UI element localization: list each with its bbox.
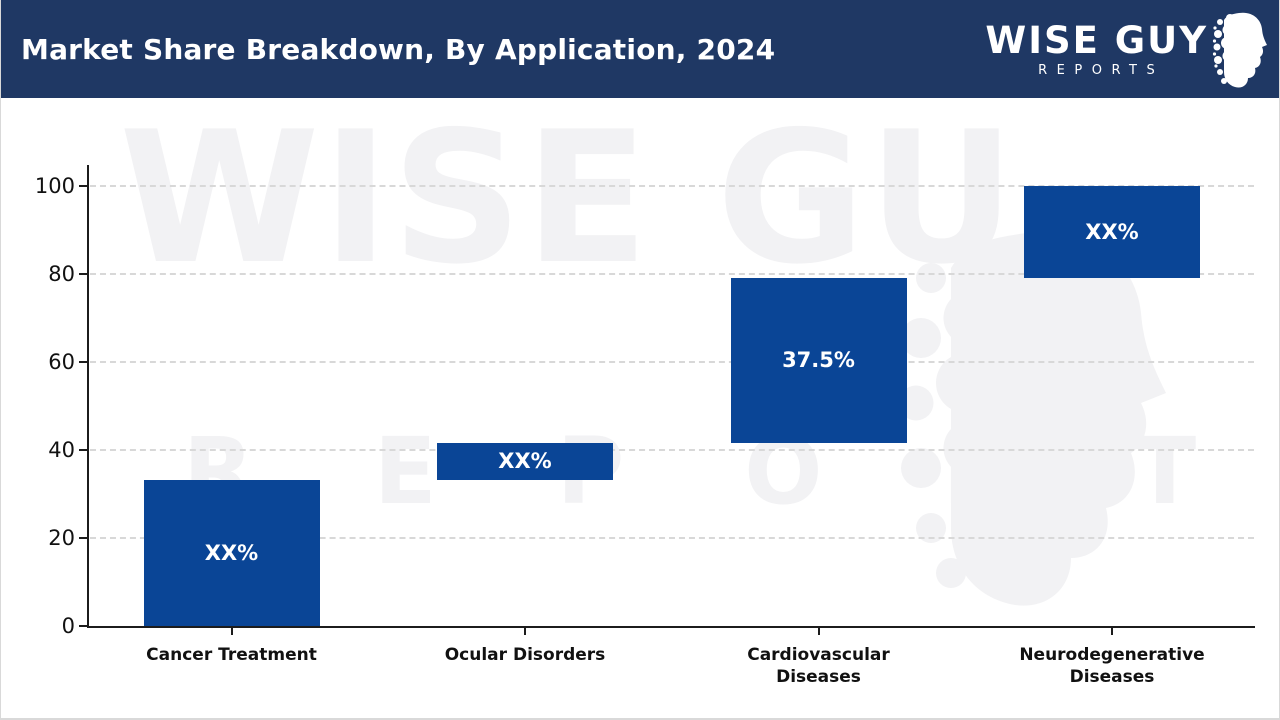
gridline <box>90 361 1254 363</box>
x-axis-category-label: Ocular Disorders <box>444 645 606 665</box>
brand-logo-text: WISE GUY REPORTS <box>985 19 1208 78</box>
y-axis-tick <box>79 185 88 187</box>
chart-area: WISE GU R E P O R T S 020406080100XX%Can… <box>1 92 1279 718</box>
header: Market Share Breakdown, By Application, … <box>1 0 1279 98</box>
y-axis-tick-label: 60 <box>48 350 75 374</box>
gridline <box>90 273 1254 275</box>
bar-value-label: XX% <box>204 540 259 565</box>
gridline <box>90 185 1254 187</box>
x-axis-category-label: Cancer Treatment <box>146 645 317 665</box>
y-axis-line <box>87 165 89 628</box>
x-axis-category-label: Cardiovascular Diseases <box>747 645 890 687</box>
y-axis-tick-label: 100 <box>34 174 75 198</box>
gridline <box>90 537 1254 539</box>
gridline <box>90 449 1254 451</box>
y-axis-tick <box>79 361 88 363</box>
chart-title: Market Share Breakdown, By Application, … <box>21 32 776 66</box>
y-axis-tick-label: 0 <box>61 614 75 638</box>
waterfall-bar: XX% <box>437 442 613 480</box>
y-axis-tick <box>79 273 88 275</box>
bar-value-label: 37.5% <box>782 348 855 373</box>
y-axis-tick-label: 40 <box>48 438 75 462</box>
x-axis-tick <box>524 628 526 635</box>
x-axis-tick <box>230 628 233 635</box>
brand-logo: WISE GUY REPORTS <box>985 8 1268 92</box>
y-axis-tick-label: 80 <box>48 262 75 286</box>
waterfall-bar: XX% <box>1024 186 1200 278</box>
waterfall-bar: 37.5% <box>730 277 907 443</box>
x-axis-line <box>87 626 1255 628</box>
bar-value-label: XX% <box>498 449 552 474</box>
brand-sub-wordmark: REPORTS <box>1038 62 1165 78</box>
x-axis-category-label: Neurodegenerative Diseases <box>1019 645 1205 687</box>
y-axis-tick <box>79 625 88 627</box>
bar-value-label: XX% <box>1085 219 1139 244</box>
waterfall-bar: XX% <box>143 479 320 626</box>
x-axis-tick <box>1111 628 1113 635</box>
x-axis-tick <box>817 628 820 635</box>
y-axis-tick <box>79 537 88 539</box>
watermark-wordmark: WISE GU <box>119 92 1018 304</box>
head-profile-icon <box>1212 12 1267 88</box>
brand-wordmark: WISE GUY <box>985 19 1208 63</box>
y-axis-tick <box>79 449 88 451</box>
y-axis-tick-label: 20 <box>48 526 75 550</box>
watermark-head-icon <box>898 231 1166 606</box>
